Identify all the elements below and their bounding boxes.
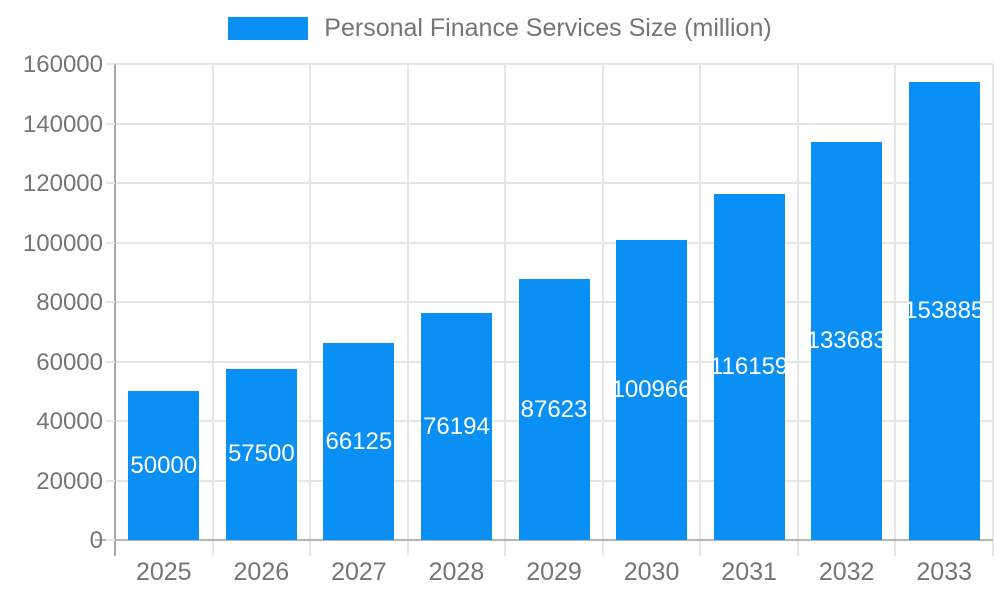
bar-2031: [713, 194, 785, 540]
x-axis-tick-label: 2025: [135, 558, 192, 586]
legend-label: Personal Finance Services Size (million): [324, 14, 772, 42]
x-axis-tick-label: 2031: [721, 558, 777, 586]
bar-2028: [420, 313, 492, 540]
x-axis-tick-label: 2032: [818, 558, 875, 586]
y-axis-tick: [106, 63, 115, 65]
y-axis-tick: [106, 241, 115, 244]
y-axis-tick-label: 160000: [22, 51, 103, 78]
y-axis-tick-label: 20000: [36, 467, 103, 495]
y-axis-tick-label: 80000: [36, 289, 103, 316]
v-gridline: [699, 64, 702, 556]
h-gridline: [115, 122, 993, 125]
x-axis-tick-label: 2029: [526, 558, 582, 586]
y-axis-tick: [106, 420, 115, 422]
x-axis-tick-label: 2026: [233, 558, 290, 586]
x-axis-tick-label: 2033: [916, 558, 973, 586]
bar-2029: [518, 279, 590, 540]
bar-value-label: 100966: [611, 375, 692, 403]
h-gridline: [115, 241, 993, 244]
x-axis-tick-label: 2027: [331, 558, 387, 586]
v-gridline: [601, 64, 604, 556]
bar-2030: [616, 239, 688, 540]
bar-value-label: 87623: [520, 395, 588, 423]
x-axis-tick-label: 2028: [428, 558, 485, 586]
bar-value-label: 57500: [227, 440, 295, 468]
bar-2027: [323, 343, 395, 540]
legend[interactable]: Personal Finance Services Size (million): [0, 14, 1000, 43]
y-axis-tick: [106, 182, 115, 184]
v-gridline: [894, 64, 897, 556]
bar-value-label: 116159: [709, 353, 789, 381]
legend-swatch: [228, 17, 309, 40]
v-gridline: [211, 64, 214, 556]
bar-value-label: 153885: [904, 297, 985, 325]
v-gridline: [992, 64, 994, 556]
y-axis-tick-label: 120000: [22, 170, 103, 197]
y-axis-tick: [106, 122, 115, 125]
y-axis-tick: [106, 301, 115, 303]
h-gridline: [115, 182, 993, 184]
x-axis-line: [95, 539, 993, 541]
bar-value-label: 50000: [130, 451, 198, 479]
bar-2025: [128, 391, 200, 540]
bar-value-label: 66125: [325, 427, 393, 455]
y-axis-tick-label: 100000: [22, 229, 103, 257]
v-gridline: [504, 64, 507, 556]
y-axis-tick: [106, 539, 115, 541]
y-axis-tick-label: 140000: [22, 110, 103, 138]
y-axis-tick-label: 40000: [36, 408, 103, 435]
h-gridline: [115, 63, 993, 65]
bar-value-label: 76194: [423, 412, 490, 440]
v-gridline: [796, 64, 799, 556]
y-axis-tick: [106, 360, 115, 363]
bar-2032: [811, 142, 883, 540]
v-gridline: [309, 64, 312, 556]
bar-2033: [908, 82, 980, 540]
v-gridline: [406, 64, 409, 556]
y-axis-tick-label: 60000: [36, 348, 103, 376]
x-axis-tick-label: 2030: [623, 558, 680, 586]
bar-value-label: 133683: [806, 327, 887, 355]
y-axis-tick-label: 0: [89, 527, 103, 554]
y-axis-tick: [106, 479, 115, 482]
y-axis-line: [114, 64, 116, 556]
bar-2026: [225, 368, 297, 540]
